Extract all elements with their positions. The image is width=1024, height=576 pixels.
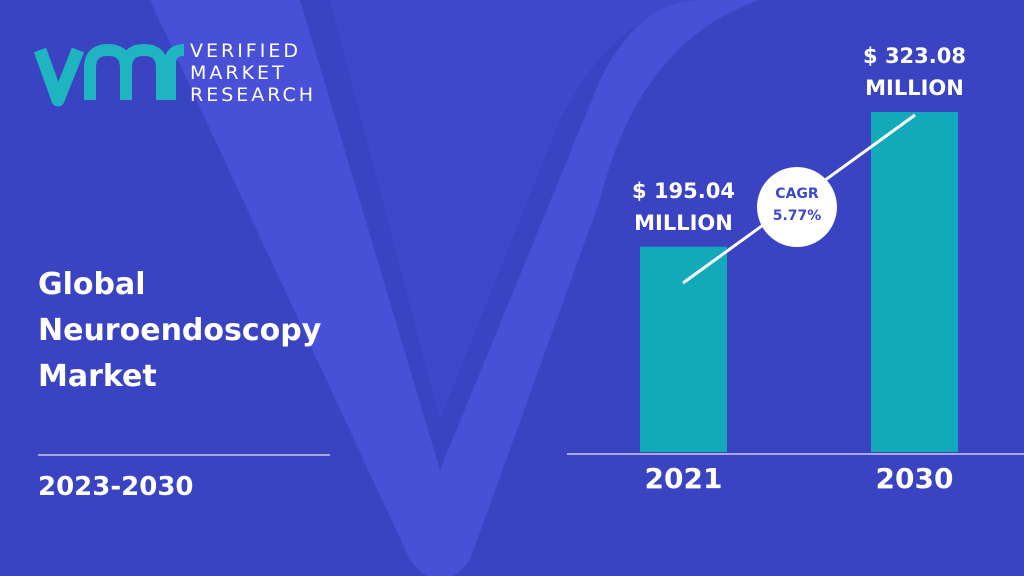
x-tick-label: 2021 [644, 462, 723, 495]
logo-text: MARKET [190, 62, 287, 84]
value-label: $ 195.04 MILLION [632, 178, 735, 235]
logo-text: VERIFIED [190, 40, 301, 62]
cagr-label: CAGR [775, 186, 819, 202]
logo-v [33, 47, 85, 107]
value-label: $ 323.08 MILLION [863, 44, 966, 100]
x-tick-label: 2030 [875, 462, 954, 495]
v-shape [150, 0, 760, 576]
subtitle: 2023-2030 [38, 472, 194, 502]
bar [640, 246, 727, 452]
bar [871, 112, 958, 452]
logo-mr [84, 43, 185, 100]
logo-text: RESEARCH [190, 84, 317, 106]
cagr-value: 5.77% [773, 208, 822, 224]
title: Global Neuroendoscopy Market [38, 267, 322, 394]
cagr-circle [757, 167, 837, 247]
